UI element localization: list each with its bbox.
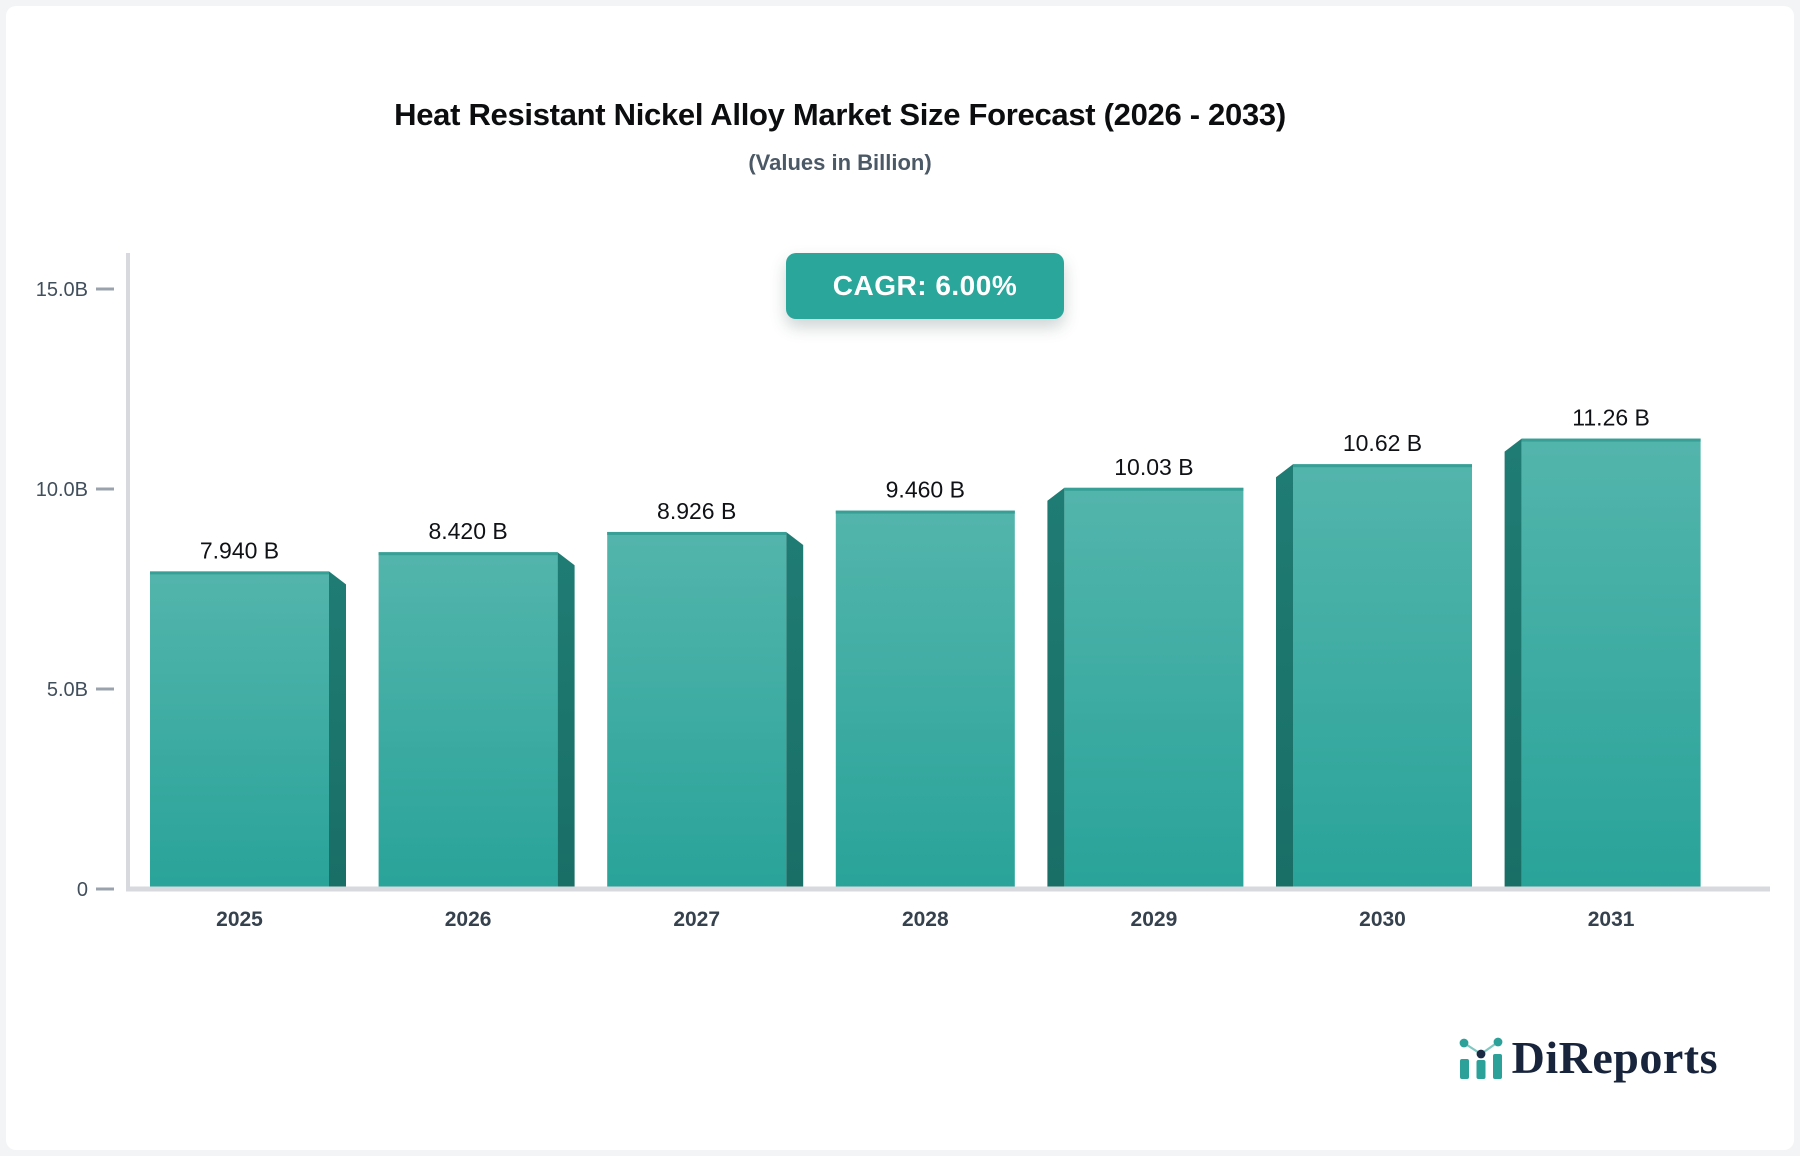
bar-top-edge bbox=[1521, 438, 1701, 442]
y-axis-tick-label: 10.0B bbox=[36, 479, 88, 501]
brand-name: DiReports bbox=[1511, 1032, 1718, 1083]
bar-value-label: 8.420 B bbox=[428, 518, 507, 544]
bar-value-label: 10.62 B bbox=[1343, 430, 1422, 456]
bar-face bbox=[1293, 464, 1472, 889]
bar-value-label: 11.26 B bbox=[1572, 405, 1650, 431]
bar-side-panel bbox=[786, 531, 804, 889]
cagr-badge-label: CAGR: 6.00% bbox=[832, 270, 1018, 301]
bar-face bbox=[1064, 487, 1244, 889]
brand-logo: DiReports bbox=[1456, 1026, 1718, 1090]
x-axis-label: 2028 bbox=[902, 908, 949, 931]
x-axis-label: 2029 bbox=[1131, 908, 1178, 931]
bar-top-edge bbox=[378, 552, 558, 556]
bar-value-label: 8.926 B bbox=[657, 498, 736, 524]
bar-top-edge bbox=[150, 571, 329, 575]
bar-face bbox=[1521, 438, 1701, 889]
bar-value-label: 10.03 B bbox=[1114, 454, 1193, 480]
bar-side-panel bbox=[1504, 438, 1522, 889]
bar-side-panel bbox=[1047, 487, 1065, 889]
bar-value-label: 9.460 B bbox=[886, 477, 965, 503]
chart-title: Heat Resistant Nickel Alloy Market Size … bbox=[394, 97, 1286, 132]
bar-side-panel bbox=[1276, 464, 1293, 889]
bar-top-edge bbox=[1064, 487, 1244, 491]
mini-bar-chart-trend-icon bbox=[1459, 1037, 1503, 1079]
bar-top-edge bbox=[835, 510, 1015, 514]
bar-value-label: 7.940 B bbox=[200, 537, 279, 563]
bar-face bbox=[607, 531, 787, 889]
bar-face bbox=[835, 510, 1015, 889]
x-axis-label: 2030 bbox=[1359, 908, 1406, 931]
cagr-badge: CAGR: 6.00% bbox=[786, 253, 1064, 319]
bar-top-edge bbox=[607, 531, 787, 535]
x-axis-label: 2026 bbox=[445, 908, 492, 931]
bar-top-edge bbox=[1293, 464, 1472, 468]
bar-side-panel bbox=[557, 552, 575, 889]
bar-face bbox=[378, 552, 558, 889]
bar-face bbox=[150, 571, 329, 889]
x-axis-label: 2031 bbox=[1588, 908, 1635, 931]
x-axis-label: 2027 bbox=[673, 908, 720, 931]
bar-side-panel bbox=[329, 571, 346, 889]
y-axis-tick-label: 15.0B bbox=[36, 279, 88, 301]
x-axis-label: 2025 bbox=[216, 908, 263, 931]
chart-subtitle: (Values in Billion) bbox=[748, 150, 932, 175]
plot-area: 0 5.0B 10.0B 15.0B 7.940 B 2025 8.420 B 2026 8.9… bbox=[36, 253, 1770, 931]
y-axis-tick-label: 5.0B bbox=[47, 679, 88, 701]
y-axis-tick-label: 0 bbox=[77, 879, 88, 901]
